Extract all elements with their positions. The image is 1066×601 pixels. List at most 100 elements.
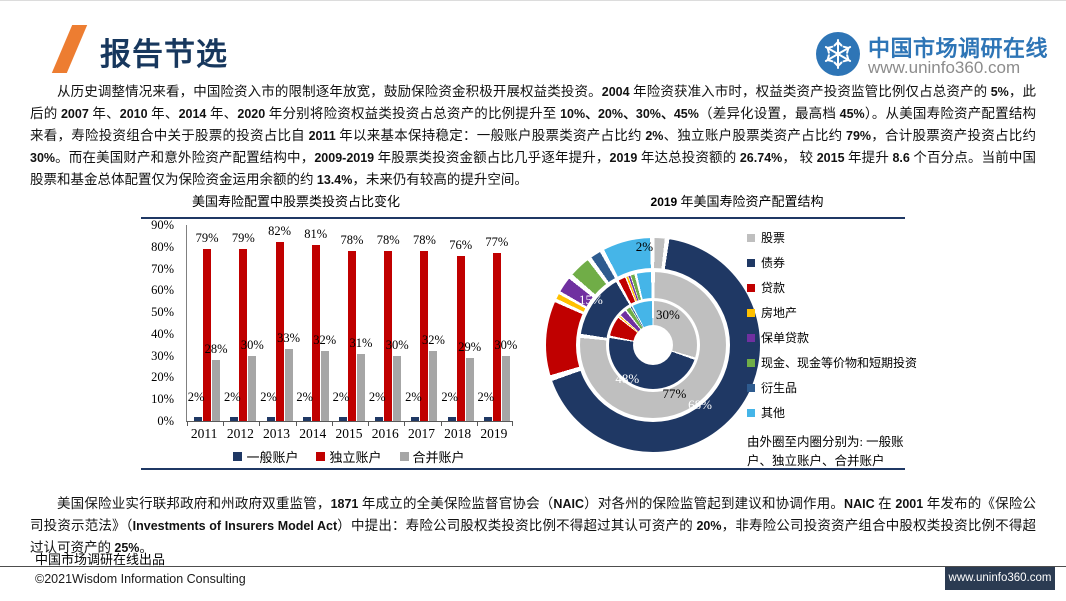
donut-segment-label: 77%	[662, 386, 687, 402]
bar-chart-y-axis: 0% 10% 20% 30% 40% 50% 60% 70% 80% 90%	[140, 218, 180, 428]
legend-swatch-icon	[316, 452, 326, 461]
donut-segment-label: 30%	[656, 307, 680, 323]
donut-chart-note: 由外圈至内圈分别为: 一般账户、独立账户、合并账户	[747, 435, 904, 468]
x-axis-tick	[440, 422, 442, 426]
bar-value-label: 78%	[412, 233, 436, 248]
paragraph-naic: 美国保险业实行联邦政府和州政府双重监管，1871 年成立的全美保险监督官协会（N…	[30, 496, 1037, 555]
x-axis-tick-label: 2015	[335, 426, 363, 441]
bar-value-label: 79%	[231, 230, 255, 245]
bar-独立账户	[492, 253, 501, 421]
bar-value-label: 78%	[376, 233, 400, 248]
bar-chart-x-axis: 2011 2012 2013 2014 2015 2016 2017 2018 2019	[186, 426, 512, 444]
bar-value-label: 2%	[332, 389, 350, 404]
y-axis-tick-label: 40%	[151, 326, 174, 341]
footer-site-link[interactable]: www.uninfo360.com	[945, 567, 1055, 590]
bar-独立账户	[348, 251, 356, 421]
bar-value-label: 30%	[494, 337, 518, 352]
x-axis-tick	[187, 422, 188, 426]
legend-item: 保单贷款	[747, 329, 917, 346]
bar-value-label: 82%	[268, 224, 292, 239]
bar-value-label: 79%	[195, 230, 219, 245]
bar-独立账户	[384, 251, 393, 421]
donut-chart-legend: 股票债券贷款房地产保单贷款现金、现金等价物和短期投资衍生品其他	[747, 229, 917, 421]
x-axis-tick-label: 2018	[444, 426, 472, 441]
legend-swatch-icon	[747, 258, 755, 267]
x-axis-tick	[259, 422, 261, 426]
bar-chart-title: 美国寿险配置中股票类投资占比变化	[191, 194, 400, 209]
y-axis-tick-label: 60%	[151, 283, 174, 298]
x-axis-tick	[404, 422, 406, 426]
legend-swatch-icon	[747, 408, 755, 417]
bar-value-label: 31%	[349, 335, 373, 350]
legend-label: 现金、现金等价物和短期投资	[761, 356, 918, 370]
bar-value-label: 32%	[313, 333, 337, 348]
legend-swatch-icon	[233, 452, 243, 461]
bar-一般账户	[230, 416, 239, 421]
bar-独立账户	[203, 248, 212, 421]
bar-value-label: 77%	[485, 235, 509, 250]
legend-label: 股票	[761, 231, 786, 245]
legend-item: 股票	[747, 229, 917, 246]
x-axis-tick	[476, 422, 478, 426]
y-axis-tick-label: 90%	[151, 218, 174, 232]
bar-value-label: 2%	[405, 389, 422, 404]
x-axis-tick	[331, 422, 333, 426]
bar-value-label: 29%	[458, 339, 482, 354]
legend-item: 衍生品	[747, 379, 917, 396]
x-axis-tick	[295, 422, 297, 426]
bar-value-label: 2%	[187, 389, 205, 404]
footer-divider	[0, 566, 1066, 567]
legend-item: 其他	[747, 404, 917, 421]
y-axis-tick-label: 80%	[151, 239, 174, 254]
x-axis-tick-label: 2014	[299, 426, 327, 441]
bar-合并账户	[357, 353, 365, 421]
bar-合并账户	[212, 360, 221, 421]
bar-合并账户	[501, 355, 510, 421]
x-axis-tick-label: 2012	[226, 426, 254, 441]
legend-item: 贷款	[747, 279, 917, 296]
footer-produced-by: 中国市场调研在线出品	[35, 552, 166, 567]
legend-label: 房地产	[761, 306, 798, 320]
brand-url[interactable]: www.uninfo360.com	[868, 58, 1021, 77]
x-axis-tick-label: 2016	[371, 426, 399, 441]
legend-label: 债券	[761, 256, 786, 270]
bar-一般账户	[339, 416, 347, 421]
legend-swatch-icon	[747, 333, 755, 342]
legend-label: 一般账户	[246, 450, 299, 465]
donut-segment-label: 48%	[615, 371, 640, 387]
donut-segment-label: 15%	[579, 292, 603, 308]
bar-一般账户	[194, 416, 203, 421]
donut-segment-label: 68%	[688, 396, 712, 412]
donut-chart-title: 2019 年美国寿险资产配置结构	[650, 194, 824, 209]
legend-label: 贷款	[761, 281, 786, 295]
legend-label: 独立账户	[329, 450, 382, 465]
bar-合并账户	[320, 351, 329, 421]
bar-一般账户	[447, 416, 456, 421]
bar-value-label: 30%	[240, 337, 264, 352]
bar-chart-legend: 一般账户 独立账户 合并账户	[186, 447, 512, 466]
legend-item: 现金、现金等价物和短期投资	[747, 354, 917, 371]
donut-ring-hole	[633, 325, 673, 365]
bar-合并账户	[393, 355, 402, 421]
x-axis-tick	[512, 422, 513, 426]
bar-value-label: 32%	[421, 333, 445, 348]
bar-value-label: 33%	[277, 331, 301, 346]
legend-swatch-icon	[399, 452, 409, 461]
legend-item: 一般账户	[233, 447, 298, 466]
y-axis-tick-label: 30%	[151, 348, 174, 363]
bar-合并账户	[465, 357, 474, 421]
y-axis-tick-label: 0%	[157, 414, 174, 428]
legend-swatch-icon	[747, 283, 755, 292]
bar-独立账户	[456, 255, 465, 421]
bar-独立账户	[239, 248, 248, 421]
x-axis-tick-label: 2017	[407, 426, 435, 441]
page-title: 报告节选	[100, 37, 228, 72]
bar-合并账户	[284, 349, 293, 421]
bar-value-label: 2%	[296, 389, 314, 404]
legend-item: 独立账户	[316, 447, 382, 466]
bar-合并账户	[248, 355, 257, 421]
bar-value-label: 76%	[449, 237, 473, 252]
x-axis-tick	[368, 422, 370, 426]
legend-swatch-icon	[747, 233, 755, 242]
